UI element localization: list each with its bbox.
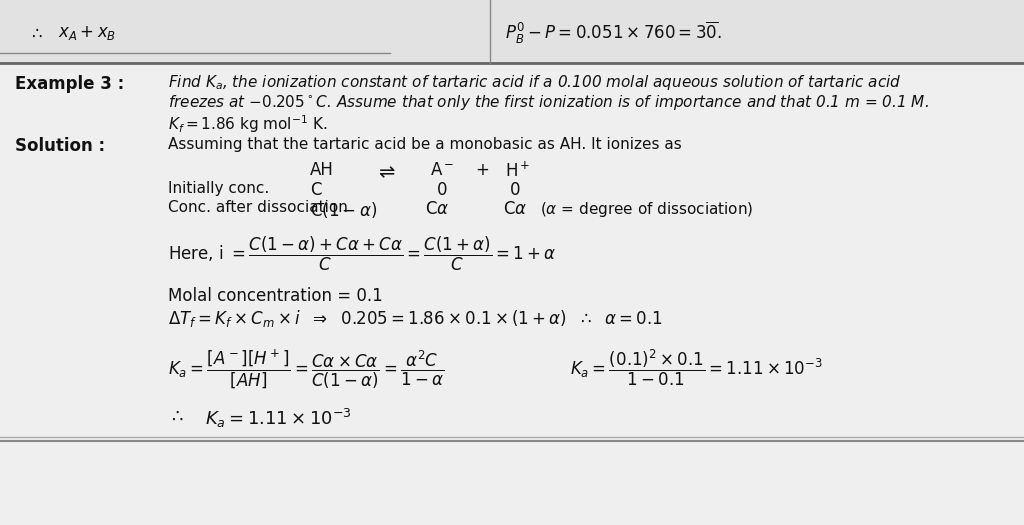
Text: $K_f = 1.86$ kg mol$^{-1}$ K.: $K_f = 1.86$ kg mol$^{-1}$ K. [168, 113, 328, 135]
Text: C$\alpha$: C$\alpha$ [425, 200, 450, 218]
Text: Initially conc.: Initially conc. [168, 181, 269, 196]
Text: Example 3 :: Example 3 : [15, 75, 124, 93]
Text: Molal concentration = 0.1: Molal concentration = 0.1 [168, 287, 383, 305]
Text: $+$: $+$ [475, 161, 489, 179]
Text: Assuming that the tartaric acid be a monobasic as AH. It ionizes as: Assuming that the tartaric acid be a mon… [168, 137, 682, 152]
Text: 0: 0 [510, 181, 520, 199]
Text: Solution :: Solution : [15, 137, 105, 155]
Text: $\therefore$: $\therefore$ [168, 407, 184, 425]
Text: Find $K_a$, the ionization constant of tartaric acid if a 0.100 molal aqueous so: Find $K_a$, the ionization constant of t… [168, 73, 901, 92]
Text: $K_a = 1.11 \times 10^{-3}$: $K_a = 1.11 \times 10^{-3}$ [205, 407, 352, 430]
Text: C$(1-\alpha)$: C$(1-\alpha)$ [310, 200, 377, 220]
Text: $K_a = \dfrac{[A^-][H^+]}{[AH]} = \dfrac{C\alpha \times C\alpha}{C(1-\alpha)} = : $K_a = \dfrac{[A^-][H^+]}{[AH]} = \dfrac… [168, 348, 444, 391]
Text: Here, i $= \dfrac{C(1-\alpha)+C\alpha+C\alpha}{C} = \dfrac{C(1+\alpha)}{C} = 1+\: Here, i $= \dfrac{C(1-\alpha)+C\alpha+C\… [168, 235, 556, 273]
Text: A$^-$: A$^-$ [430, 161, 455, 179]
Text: $\therefore$: $\therefore$ [28, 24, 43, 42]
Text: $\rightleftharpoons$: $\rightleftharpoons$ [375, 163, 396, 182]
Text: $P_B^0 - P = 0.051 \times 760 = 3\overline{0}.$: $P_B^0 - P = 0.051 \times 760 = 3\overli… [505, 20, 722, 46]
Text: AH: AH [310, 161, 334, 179]
Text: 0: 0 [437, 181, 447, 199]
Bar [0, 0, 1024, 63]
Text: C: C [310, 181, 322, 199]
Text: C$\alpha$: C$\alpha$ [503, 200, 527, 218]
Text: freezes at $-0.205^\circ$C. Assume that only the first ionization is of importan: freezes at $-0.205^\circ$C. Assume that … [168, 93, 929, 112]
Text: Conc. after dissociation: Conc. after dissociation [168, 200, 348, 215]
Text: H$^+$: H$^+$ [505, 161, 530, 180]
Text: $\Delta T_f = K_f \times C_m \times i$  $\Rightarrow$  $0.205 = 1.86 \times 0.1 : $\Delta T_f = K_f \times C_m \times i$ $… [168, 308, 663, 329]
Text: $x_A + x_B$: $x_A + x_B$ [58, 24, 117, 42]
Text: $K_a = \dfrac{(0.1)^2 \times 0.1}{1-0.1} = 1.11\times10^{-3}$: $K_a = \dfrac{(0.1)^2 \times 0.1}{1-0.1}… [570, 348, 822, 388]
Text: ($\alpha$ = degree of dissociation): ($\alpha$ = degree of dissociation) [540, 200, 754, 219]
